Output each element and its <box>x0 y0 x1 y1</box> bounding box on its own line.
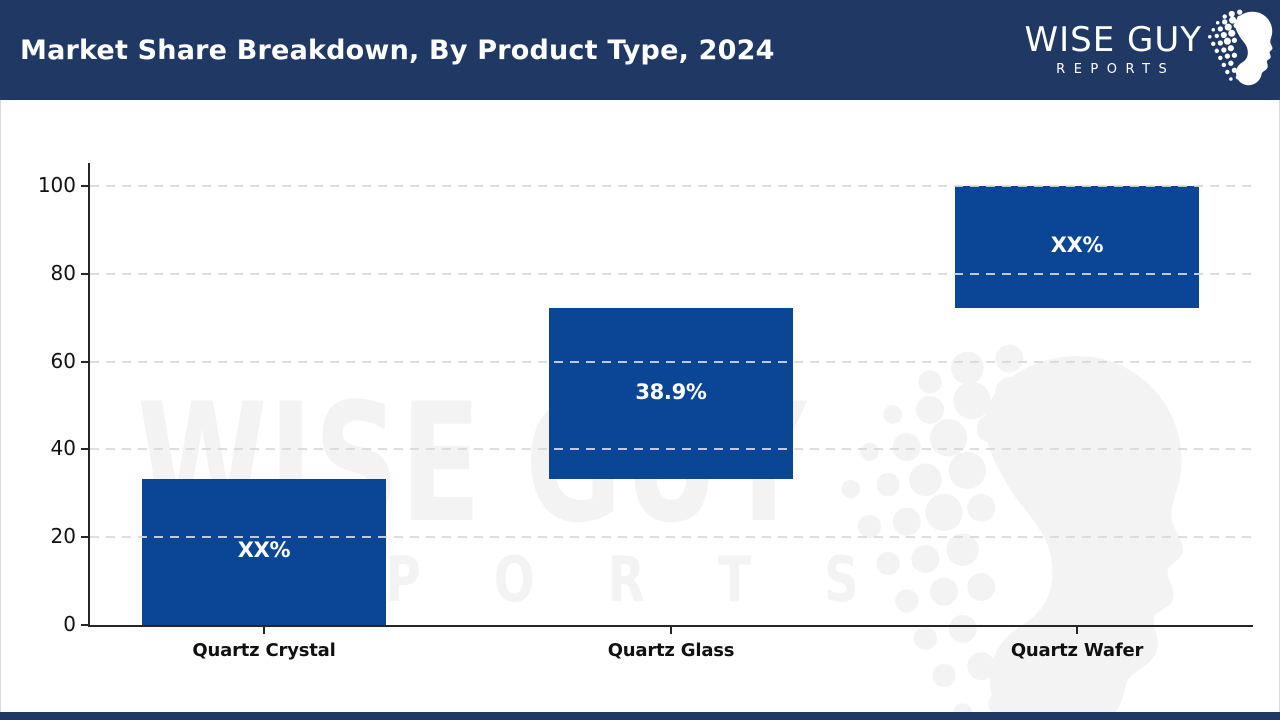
wiseguy-logo: WISE GUY REPORTS <box>1024 6 1274 94</box>
bar-value-label: XX% <box>237 538 291 563</box>
logo-subtext: REPORTS <box>1056 61 1176 77</box>
footer-bar <box>0 712 1280 720</box>
gridline-60 <box>90 360 1253 363</box>
y-tickmark-80 <box>81 272 88 275</box>
y-tickmark-0 <box>81 624 88 626</box>
gridline-20 <box>90 536 1253 539</box>
gridline-100 <box>90 185 1253 187</box>
chart-title: Market Share Breakdown, By Product Type,… <box>20 34 775 66</box>
y-tickmark-40 <box>81 448 88 451</box>
y-tickmark-100 <box>81 185 88 187</box>
x-tickmark-2 <box>670 627 672 634</box>
y-tick-label: 60 <box>50 348 76 373</box>
bar-quartz-wafer <box>955 186 1199 309</box>
bar-value-label: 38.9% <box>635 379 707 404</box>
y-tick-label: 40 <box>50 436 76 461</box>
x-category-label: Quartz Crystal <box>192 640 336 661</box>
y-tick-label: 0 <box>63 612 76 636</box>
x-tickmark-3 <box>1076 627 1078 634</box>
bar-value-label: XX% <box>1050 233 1104 258</box>
logo-wordmark: WISE GUY <box>1024 19 1202 60</box>
header: Market Share Breakdown, By Product Type,… <box>0 0 1280 100</box>
x-axis-line <box>88 625 1253 627</box>
x-tickmark-1 <box>263 627 265 634</box>
x-category-label: Quartz Glass <box>607 640 735 661</box>
bar-quartz-crystal <box>142 479 386 625</box>
logo-face-icon <box>1186 7 1274 93</box>
logo-text: WISE GUY REPORTS <box>1024 20 1202 77</box>
y-tick-label: 100 <box>37 173 76 197</box>
gridline-80 <box>90 272 1253 275</box>
gridline-40 <box>90 448 1253 451</box>
bar-quartz-glass <box>549 308 793 480</box>
x-category-label: Quartz Wafer <box>1010 640 1144 661</box>
y-tick-label: 80 <box>50 260 76 285</box>
y-tickmark-60 <box>81 360 88 363</box>
y-tick-label: 20 <box>50 524 76 549</box>
y-tickmark-20 <box>81 536 88 539</box>
y-axis-line <box>88 163 90 627</box>
